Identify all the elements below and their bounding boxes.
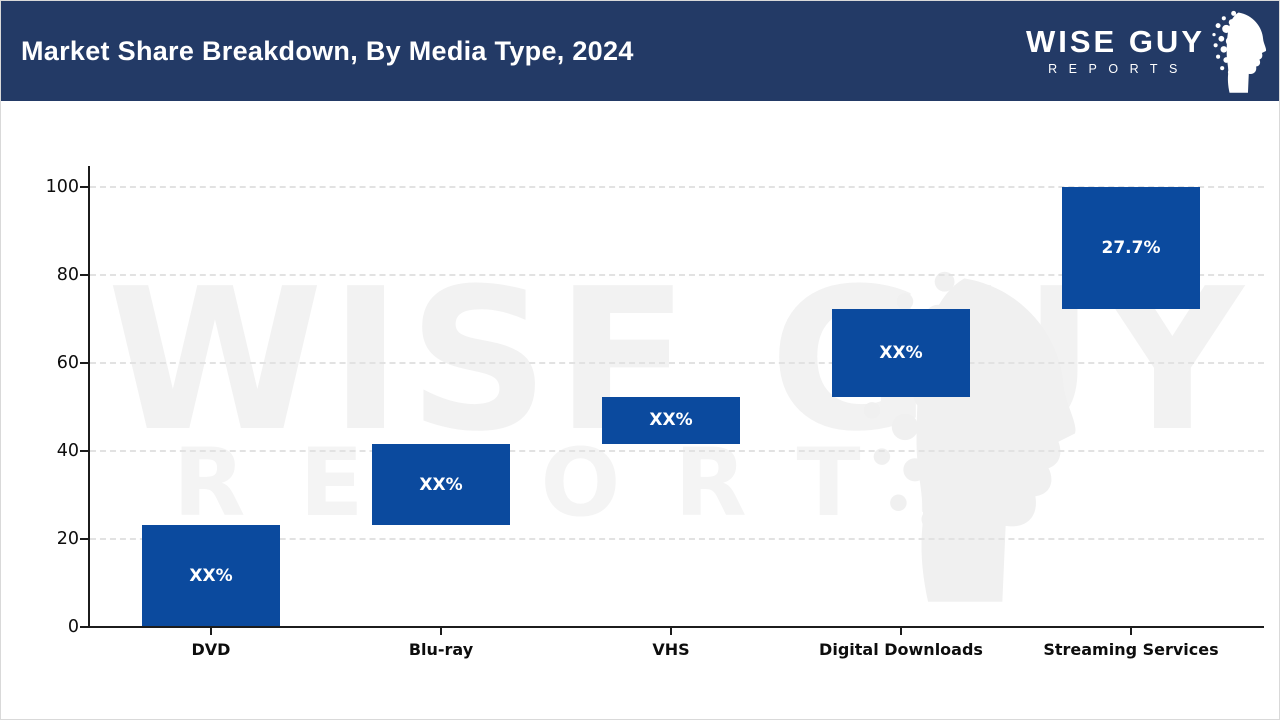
y-tick-label: 0 [67, 616, 79, 637]
watermark-subtitle: REPORTS [173, 429, 1037, 538]
page-title: Market Share Breakdown, By Media Type, 2… [21, 35, 634, 66]
y-tick-mark [80, 537, 88, 540]
x-tick-mark [210, 626, 212, 635]
y-axis-line [88, 166, 90, 628]
bar-digital-downloads: XX% [832, 308, 970, 397]
y-tick-mark [80, 273, 88, 276]
logo-subtitle: REPORTS [1048, 62, 1189, 76]
x-tick-mark [900, 626, 902, 635]
x-tick-mark [440, 626, 442, 635]
bar-vhs: XX% [602, 396, 740, 445]
x-axis-line [88, 626, 1264, 628]
bar-value-label: XX% [879, 342, 923, 363]
y-tick-mark [80, 361, 88, 364]
bar-dvd: XX% [142, 525, 280, 627]
gridline [90, 361, 1264, 364]
bar-streaming-services: 27.7% [1062, 187, 1200, 309]
x-tick-mark [1130, 626, 1132, 635]
gridline [90, 273, 1264, 276]
header-bar: Market Share Breakdown, By Media Type, 2… [1, 1, 1279, 101]
x-tick-label: Blu-ray [408, 640, 474, 659]
y-tick-label: 60 [56, 352, 79, 373]
bar-value-label: XX% [419, 474, 463, 495]
y-tick-mark [80, 625, 88, 628]
gridline [90, 537, 1264, 540]
logo-text: WISE GUY REPORTS [1026, 26, 1205, 76]
y-tick-label: 100 [45, 177, 79, 198]
x-tick-label: Digital Downloads [819, 640, 983, 659]
y-tick-label: 80 [56, 264, 79, 285]
bar-value-label: XX% [649, 410, 693, 431]
y-tick-label: 40 [56, 440, 79, 461]
x-tick-mark [670, 626, 672, 635]
logo-wordmark: WISE GUY [1025, 24, 1205, 59]
gridline [90, 186, 1264, 189]
x-tick-label: VHS [652, 640, 690, 659]
gridline [90, 449, 1264, 452]
y-tick-mark [80, 449, 88, 452]
bar-blu-ray: XX% [372, 444, 510, 526]
y-tick-label: 20 [56, 528, 79, 549]
bar-value-label: 27.7% [1101, 237, 1161, 258]
wise-guy-logo: WISE GUY REPORTS [1026, 1, 1275, 101]
logo-head-icon [1212, 10, 1267, 93]
x-tick-label: DVD [191, 640, 231, 659]
watermark-head-icon [858, 271, 1076, 602]
x-tick-label: Streaming Services [1043, 640, 1219, 659]
bar-value-label: XX% [189, 565, 233, 586]
y-tick-mark [80, 186, 88, 189]
